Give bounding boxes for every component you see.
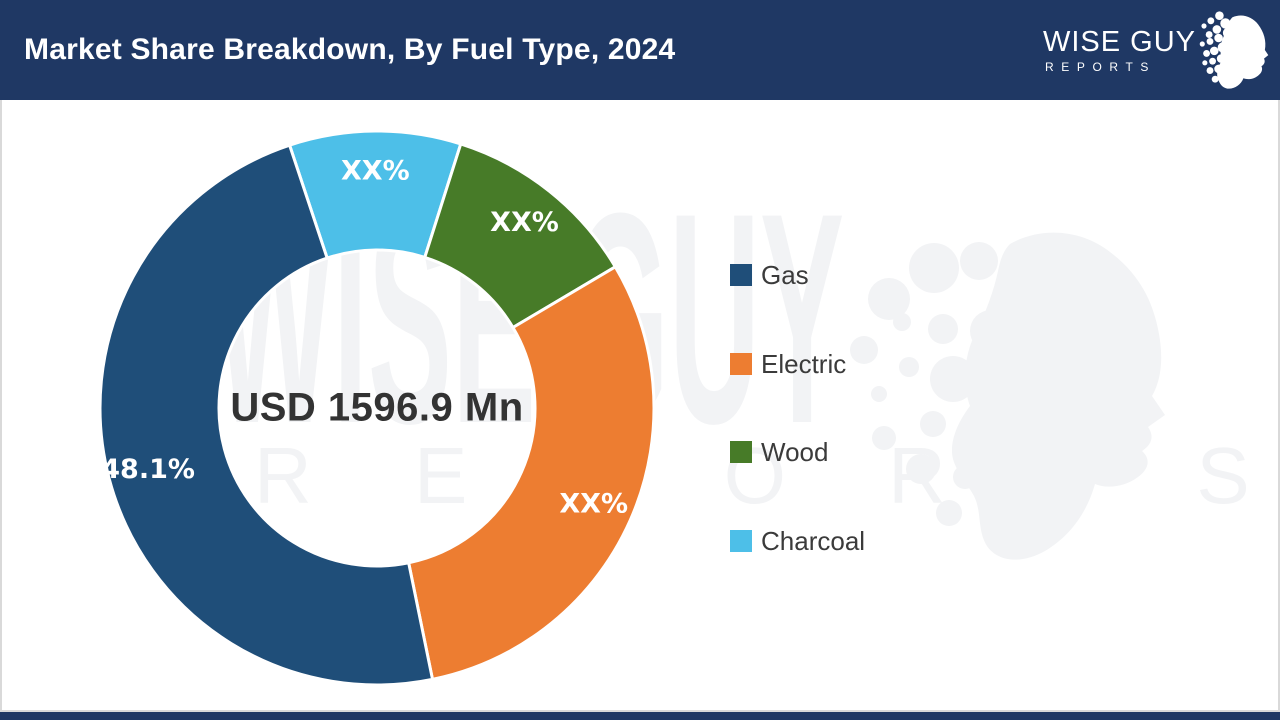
donut-segment-gas (98, 143, 435, 687)
page-title: Market Share Breakdown, By Fuel Type, 20… (24, 33, 676, 66)
legend-swatch-charcoal (730, 530, 752, 552)
wiseguy-logo: WISE GUY REPORTS (1043, 0, 1270, 100)
donut-segment-electric (407, 265, 656, 681)
wiseguy-logo-head-icon (1199, 11, 1269, 89)
footer-bar (0, 712, 1280, 720)
legend-item-wood: Wood (730, 437, 829, 467)
wiseguy-logo-line1: WISE GUY (1042, 25, 1196, 58)
wiseguy-logo-line2: REPORTS (1044, 59, 1156, 74)
legend-label-electric: Electric (761, 349, 847, 379)
content-bottom-border (2, 710, 1280, 712)
segment-label-electric: XX% (559, 489, 628, 520)
legend-swatch-gas (730, 264, 752, 286)
segment-label-gas: 48.1% (101, 454, 195, 485)
legend-label-charcoal: Charcoal (761, 526, 866, 556)
legend-label-wood: Wood (761, 437, 829, 467)
chart-center-value: USD 1596.9 Mn (230, 385, 524, 430)
legend-swatch-electric (730, 353, 752, 375)
legend-item-gas: Gas (730, 260, 809, 290)
segment-label-charcoal: XX% (341, 156, 410, 187)
legend-label-gas: Gas (761, 260, 809, 290)
wiseguy-logo-text: WISE GUY REPORTS (1042, 25, 1196, 74)
header-bar: Market Share Breakdown, By Fuel Type, 20… (0, 0, 1280, 100)
legend-item-electric: Electric (730, 349, 847, 379)
legend-swatch-wood (730, 441, 752, 463)
segment-label-wood: XX% (490, 207, 559, 238)
legend-item-charcoal: Charcoal (730, 526, 866, 556)
